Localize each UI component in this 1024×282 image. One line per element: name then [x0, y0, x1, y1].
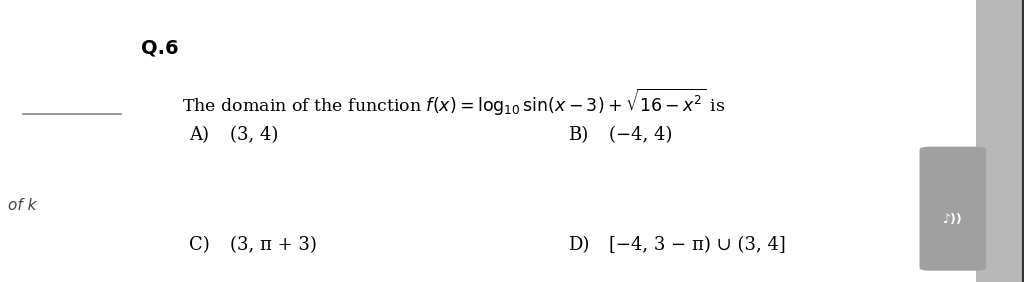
Text: Q.6: Q.6: [141, 38, 179, 58]
Text: B): B): [568, 126, 589, 144]
Text: (3, 4): (3, 4): [230, 126, 279, 144]
Text: of k: of k: [8, 198, 37, 213]
Text: D): D): [568, 236, 590, 254]
Text: The domain of the function $f(x) = \log_{10}\sin(x-3)+\sqrt{16-x^{2}}$ is: The domain of the function $f(x) = \log_…: [182, 87, 726, 118]
FancyBboxPatch shape: [976, 0, 1024, 282]
Text: C): C): [189, 236, 210, 254]
Text: (3, π + 3): (3, π + 3): [230, 236, 317, 254]
FancyBboxPatch shape: [920, 147, 986, 271]
Text: ♪)): ♪)): [943, 213, 963, 226]
Text: (−4, 4): (−4, 4): [609, 126, 673, 144]
Text: A): A): [189, 126, 210, 144]
Text: [−4, 3 − π) ∪ (3, 4]: [−4, 3 − π) ∪ (3, 4]: [609, 236, 786, 254]
